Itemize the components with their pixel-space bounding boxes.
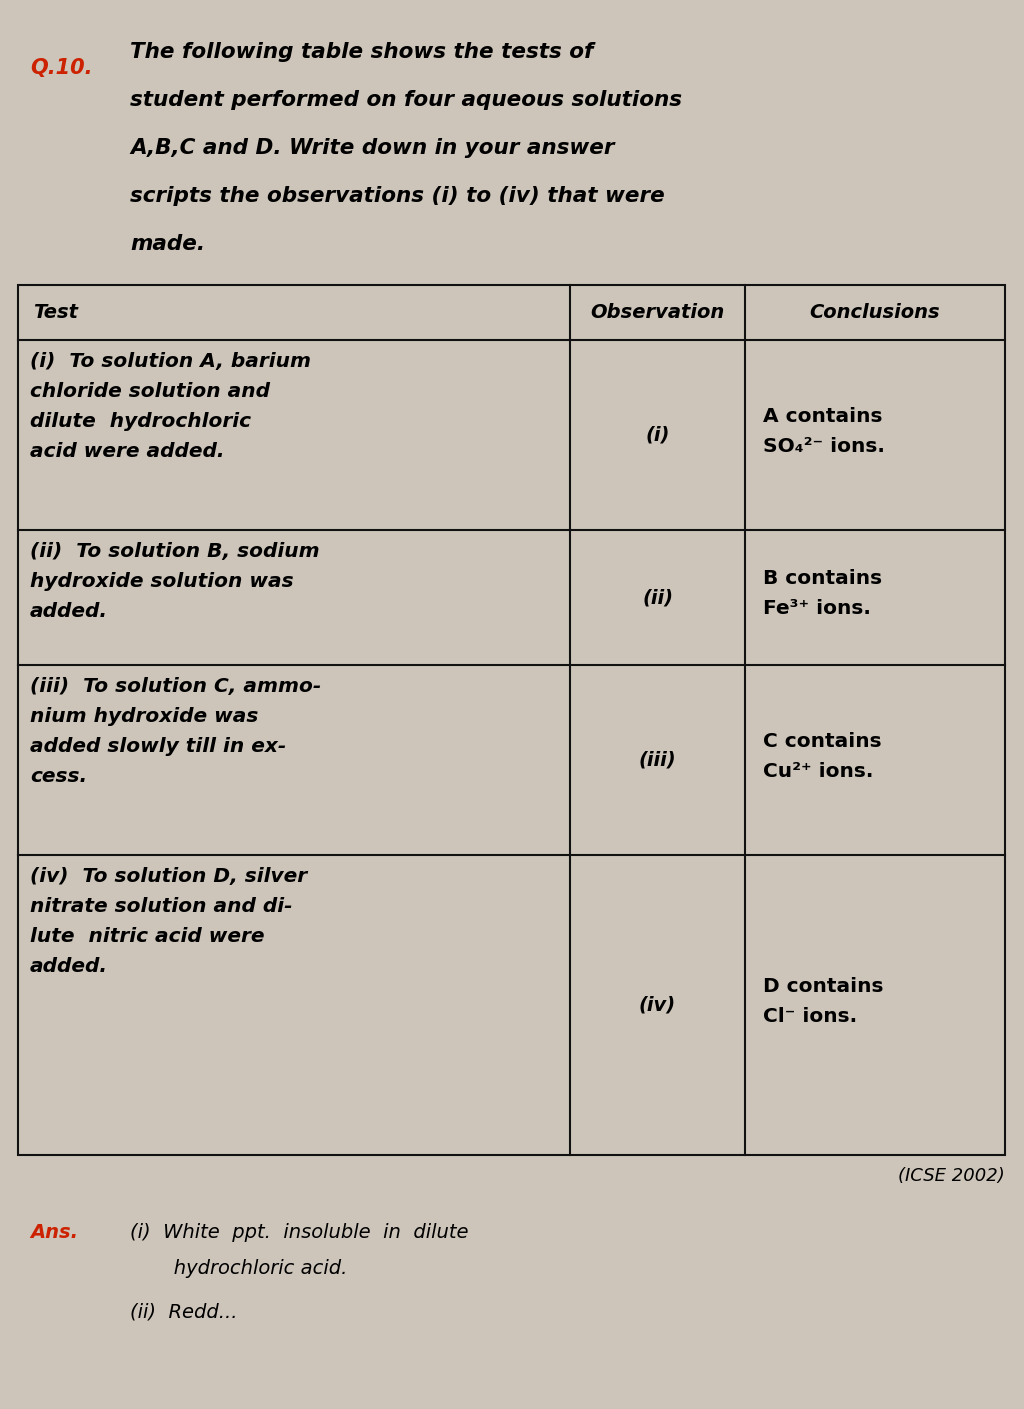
Text: (iii)  To solution C, ammo-: (iii) To solution C, ammo- (30, 676, 322, 696)
Text: acid were added.: acid were added. (30, 442, 224, 461)
Text: made.: made. (130, 234, 205, 254)
Text: added slowly till in ex-: added slowly till in ex- (30, 737, 287, 757)
Text: Cl⁻ ions.: Cl⁻ ions. (763, 1007, 857, 1026)
Text: chloride solution and: chloride solution and (30, 382, 270, 402)
Text: A contains: A contains (763, 407, 883, 426)
Text: nitrate solution and di-: nitrate solution and di- (30, 898, 293, 916)
Bar (18, 285, 1005, 1155)
Text: (iii): (iii) (639, 751, 676, 769)
Text: (ii)  To solution B, sodium: (ii) To solution B, sodium (30, 542, 319, 561)
Text: SO₄²⁻ ions.: SO₄²⁻ ions. (763, 437, 885, 457)
Text: Observation: Observation (591, 303, 725, 323)
Text: Test: Test (33, 303, 78, 323)
Text: Fe³⁺ ions.: Fe³⁺ ions. (763, 599, 870, 619)
Text: dilute  hydrochloric: dilute hydrochloric (30, 411, 251, 431)
Text: Conclusions: Conclusions (810, 303, 940, 323)
Text: (ii)  Redd...: (ii) Redd... (130, 1303, 238, 1322)
Text: The following table shows the tests of: The following table shows the tests of (130, 42, 593, 62)
Text: (i)  To solution A, barium: (i) To solution A, barium (30, 352, 311, 371)
Text: C contains: C contains (763, 733, 882, 751)
Text: Ans.: Ans. (30, 1223, 78, 1241)
Text: Cu²⁺ ions.: Cu²⁺ ions. (763, 762, 873, 781)
Text: (ICSE 2002): (ICSE 2002) (898, 1167, 1005, 1185)
Text: (i)  White  ppt.  insoluble  in  dilute: (i) White ppt. insoluble in dilute (130, 1223, 469, 1241)
Text: student performed on four aqueous solutions: student performed on four aqueous soluti… (130, 90, 682, 110)
Text: hydrochloric acid.: hydrochloric acid. (130, 1260, 347, 1278)
Text: added.: added. (30, 957, 108, 976)
Text: A,B,C and D. Write down in your answer: A,B,C and D. Write down in your answer (130, 138, 614, 158)
Text: B contains: B contains (763, 569, 882, 589)
Text: cess.: cess. (30, 766, 87, 786)
Text: (i): (i) (645, 426, 670, 444)
Text: D contains: D contains (763, 976, 884, 996)
Text: nium hydroxide was: nium hydroxide was (30, 707, 258, 726)
Text: (iv): (iv) (639, 996, 676, 1014)
Text: lute  nitric acid were: lute nitric acid were (30, 927, 264, 945)
Text: Q.10.: Q.10. (30, 58, 92, 77)
Text: (ii): (ii) (642, 588, 673, 607)
Text: added.: added. (30, 602, 108, 621)
Text: (iv)  To solution D, silver: (iv) To solution D, silver (30, 867, 307, 886)
Text: scripts the observations (i) to (iv) that were: scripts the observations (i) to (iv) tha… (130, 186, 665, 206)
Text: hydroxide solution was: hydroxide solution was (30, 572, 294, 590)
